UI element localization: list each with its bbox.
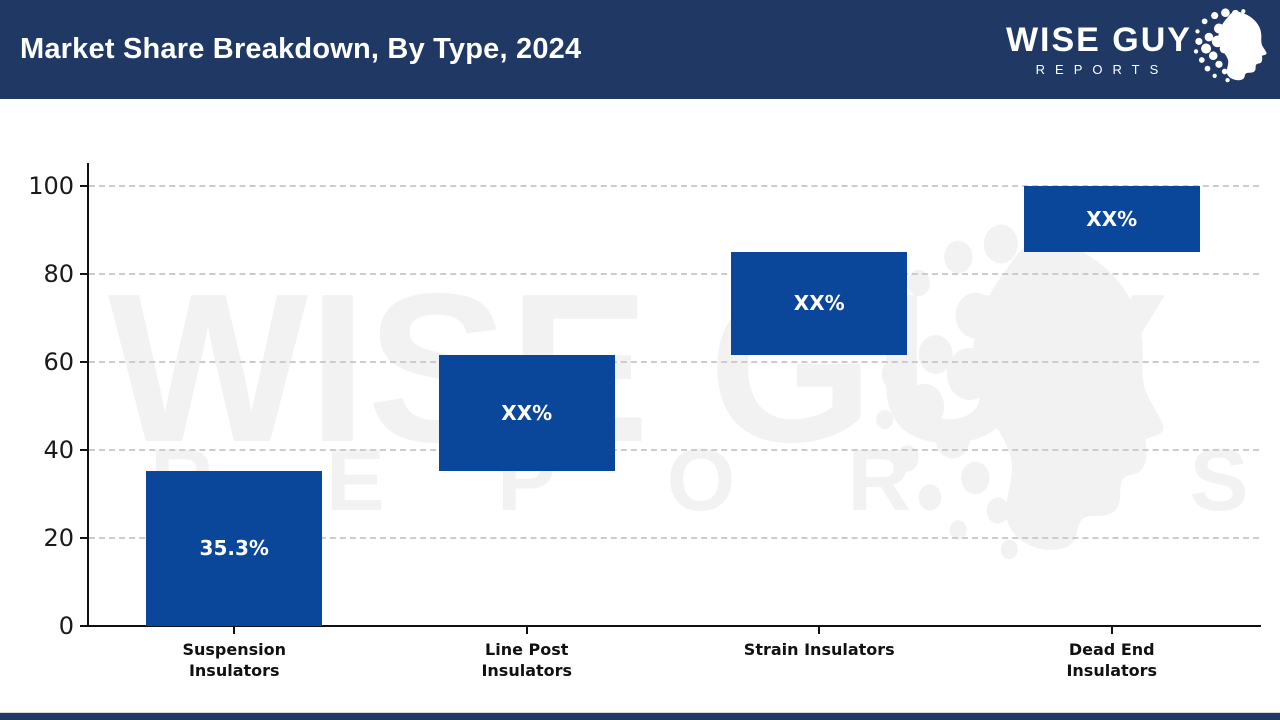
bar-3: XX% bbox=[731, 252, 908, 355]
gridline-y60 bbox=[89, 361, 1259, 363]
y-tick-label-40: 40 bbox=[43, 436, 74, 464]
y-tick-0 bbox=[80, 625, 88, 627]
x-axis-line bbox=[87, 625, 1261, 627]
logo-wordmark: WISE GUY bbox=[1005, 21, 1192, 59]
y-tick-60 bbox=[80, 361, 88, 363]
logo-head-icon bbox=[1186, 7, 1272, 93]
y-tick-label-80: 80 bbox=[43, 260, 74, 288]
y-tick-40 bbox=[80, 449, 88, 451]
gridline-y80 bbox=[89, 273, 1259, 275]
x-category-label-2: Line Post Insulators bbox=[481, 640, 573, 680]
wiseguy-logo: WISE GUY REPORTS bbox=[1006, 7, 1272, 93]
header-bar: Market Share Breakdown, By Type, 2024 WI… bbox=[0, 0, 1280, 99]
y-tick-label-0: 0 bbox=[58, 612, 74, 640]
x-category-label-3: Strain Insulators bbox=[743, 640, 895, 659]
gridline-y20 bbox=[89, 537, 1259, 539]
logo-wordmark-block: WISE GUY REPORTS bbox=[1006, 23, 1192, 77]
bar-value-label: XX% bbox=[1086, 207, 1138, 231]
bar-2: XX% bbox=[438, 354, 615, 471]
y-tick-80 bbox=[80, 273, 88, 275]
x-tick-3 bbox=[818, 627, 821, 634]
x-tick-4 bbox=[1110, 627, 1113, 634]
y-tick-100 bbox=[80, 185, 88, 187]
y-tick-label-20: 20 bbox=[43, 524, 74, 552]
bar-value-label: 35.3% bbox=[199, 536, 269, 561]
bar-value-label: XX% bbox=[501, 400, 553, 425]
footer-bar bbox=[0, 712, 1280, 720]
gridline-y40 bbox=[89, 449, 1259, 451]
x-tick-2 bbox=[525, 627, 528, 634]
logo-subtext: REPORTS bbox=[1035, 62, 1169, 77]
x-category-label-4: Dead End Insulators bbox=[1066, 640, 1158, 680]
chart-title: Market Share Breakdown, By Type, 2024 bbox=[20, 33, 582, 65]
y-tick-20 bbox=[80, 537, 88, 539]
gridline-y100 bbox=[89, 185, 1259, 187]
bar-1: 35.3% bbox=[146, 470, 323, 626]
bar-value-label: XX% bbox=[793, 291, 845, 316]
y-axis-spine bbox=[87, 163, 89, 627]
y-tick-label-60: 60 bbox=[43, 348, 74, 376]
y-tick-label-100: 100 bbox=[28, 172, 74, 200]
x-category-label-1: Suspension Insulators bbox=[182, 640, 287, 680]
bar-4: XX% bbox=[1023, 186, 1200, 252]
x-tick-1 bbox=[233, 627, 236, 634]
